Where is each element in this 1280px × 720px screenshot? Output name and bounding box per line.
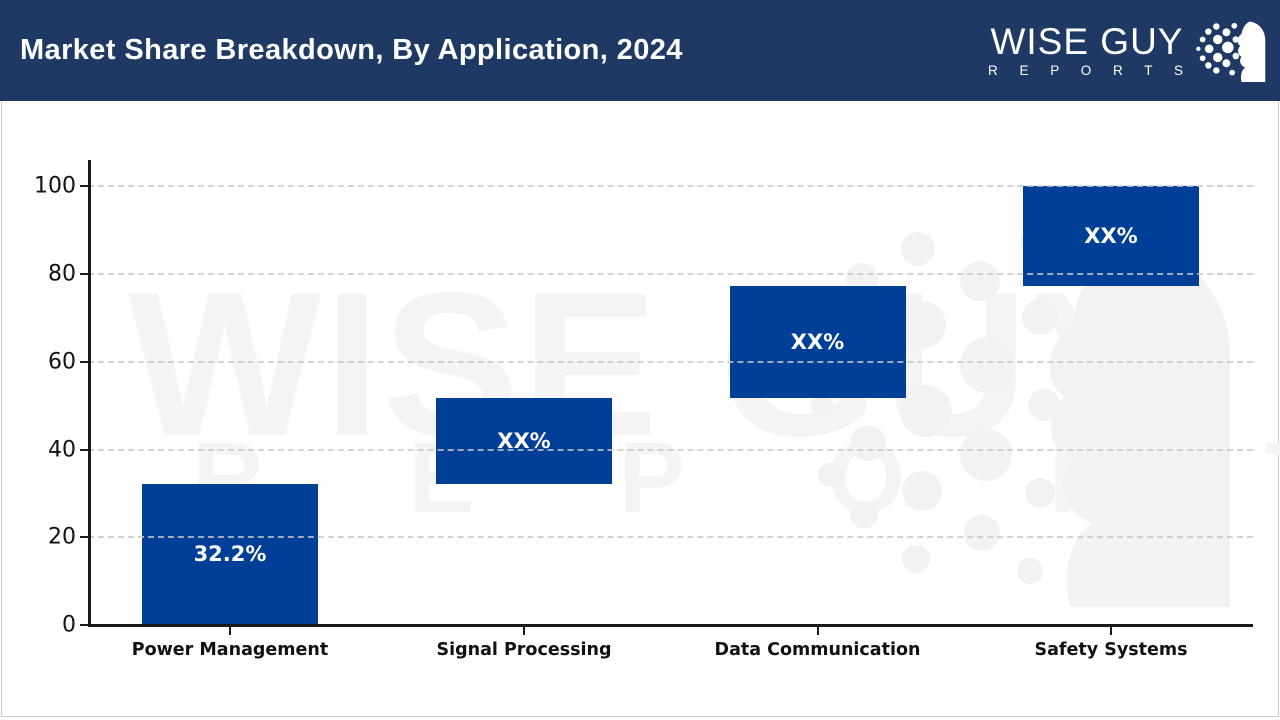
x-tick-label: Safety Systems bbox=[1034, 640, 1188, 660]
y-axis-tick bbox=[80, 536, 88, 539]
y-axis-tick bbox=[80, 448, 88, 451]
y-axis-tick bbox=[80, 360, 88, 363]
x-axis-tick bbox=[816, 627, 819, 635]
y-tick-label: 100 bbox=[34, 173, 76, 199]
gridline-20 bbox=[88, 536, 1253, 539]
brand-logo: WISE GUY R E P O R T S bbox=[982, 10, 1266, 92]
x-tick-label: Power Management bbox=[131, 640, 329, 660]
gridline-100 bbox=[88, 185, 1253, 188]
bar-value-label: XX% bbox=[497, 428, 551, 453]
y-axis-tick bbox=[80, 273, 88, 275]
gridline-60 bbox=[88, 360, 1253, 363]
header-bar: Market Share Breakdown, By Application, … bbox=[0, 0, 1280, 101]
page-title: Market Share Breakdown, By Application, … bbox=[20, 34, 683, 66]
y-tick-label: 0 bbox=[62, 612, 76, 638]
x-axis-tick bbox=[1110, 627, 1112, 635]
watermark-face-dots bbox=[811, 229, 1230, 607]
bar-segment bbox=[729, 286, 906, 399]
y-axis-tick bbox=[80, 185, 88, 188]
y-tick-label: 80 bbox=[48, 261, 76, 287]
x-axis-line bbox=[88, 624, 1253, 627]
x-axis-tick bbox=[523, 627, 525, 635]
bar-value-label: XX% bbox=[790, 330, 845, 355]
gridline-40 bbox=[88, 448, 1253, 451]
y-axis-tick bbox=[80, 624, 88, 626]
bar-segment bbox=[142, 483, 318, 625]
y-tick-label: 60 bbox=[48, 349, 76, 375]
bar-segment bbox=[1023, 186, 1199, 287]
bar-value-label: XX% bbox=[1084, 224, 1138, 249]
brand-name: WISE GUY bbox=[990, 21, 1184, 63]
y-tick-label: 40 bbox=[48, 437, 76, 462]
y-axis-line bbox=[88, 160, 91, 627]
y-tick-label: 20 bbox=[48, 524, 76, 550]
bar-segment bbox=[436, 398, 612, 484]
gridline-80 bbox=[88, 273, 1253, 275]
bar-value-label: 32.2% bbox=[193, 542, 267, 567]
face-profile-dots-icon bbox=[1196, 20, 1266, 82]
x-tick-label: Data Communication bbox=[714, 640, 921, 660]
brand-subname: R E P O R T S bbox=[987, 63, 1192, 79]
brand-logo-text: WISE GUY R E P O R T S bbox=[982, 23, 1192, 78]
x-axis-tick bbox=[229, 627, 231, 635]
x-tick-label: Signal Processing bbox=[436, 640, 612, 660]
